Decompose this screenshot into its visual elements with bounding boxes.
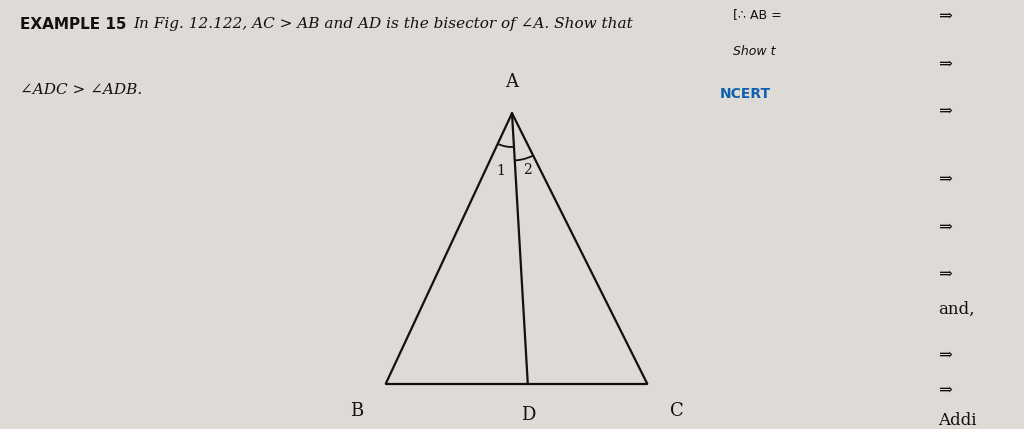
Text: In Fig. 12.122, AC > AB and AD is the bisector of ∠A. Show that: In Fig. 12.122, AC > AB and AD is the bi… (133, 17, 633, 31)
Text: Addi: Addi (938, 412, 977, 429)
Text: C: C (670, 402, 683, 420)
Text: ⇒: ⇒ (938, 219, 952, 236)
Text: ⇒: ⇒ (938, 9, 952, 26)
Text: [∴ AB =: [∴ AB = (733, 8, 782, 21)
Text: 1: 1 (497, 164, 506, 178)
Text: and,: and, (938, 300, 975, 317)
Text: EXAMPLE 15: EXAMPLE 15 (20, 17, 127, 32)
Text: A: A (506, 73, 518, 91)
Text: Show t: Show t (733, 45, 776, 58)
Text: ⇒: ⇒ (938, 266, 952, 283)
Text: NCERT: NCERT (720, 87, 771, 101)
Text: 2: 2 (522, 163, 531, 177)
Text: ⇒: ⇒ (938, 172, 952, 189)
Text: ⇒: ⇒ (938, 103, 952, 120)
Text: ⇒: ⇒ (938, 56, 952, 73)
Text: D: D (520, 406, 535, 424)
Text: ∠ADC > ∠ADB.: ∠ADC > ∠ADB. (20, 83, 142, 97)
Text: ⇒: ⇒ (938, 347, 952, 365)
Text: ⇒: ⇒ (938, 382, 952, 399)
Text: B: B (350, 402, 364, 420)
